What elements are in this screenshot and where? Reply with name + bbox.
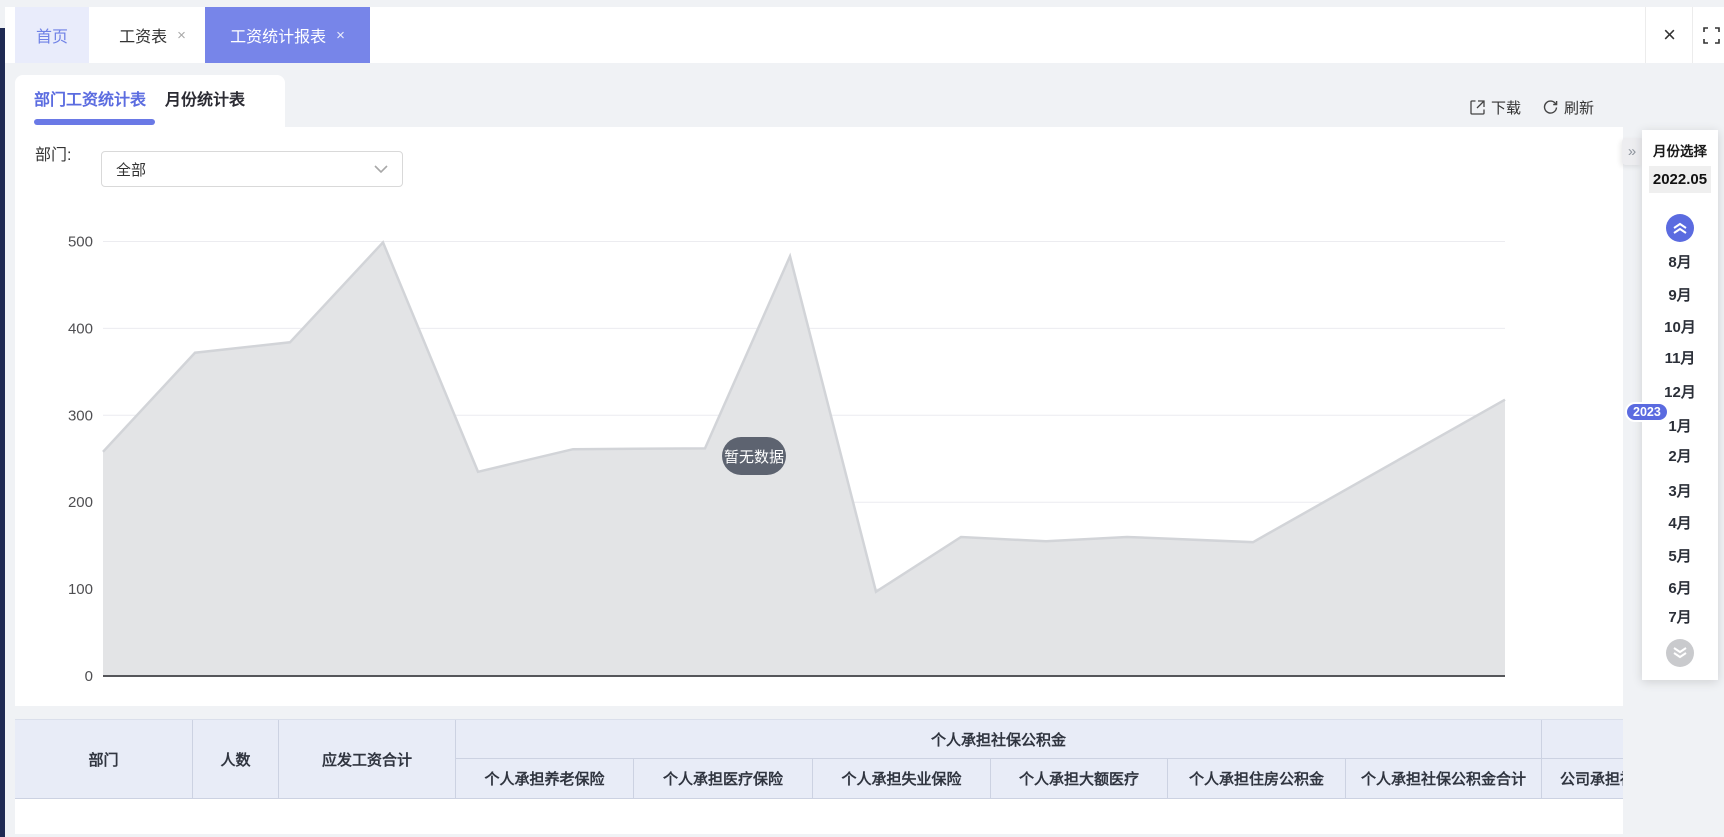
- fullscreen-icon[interactable]: [1692, 7, 1724, 63]
- subtab-department-stats[interactable]: 部门工资统计表: [34, 92, 147, 109]
- month-item[interactable]: 9月: [1668, 287, 1692, 304]
- department-filter-label: 部门:: [35, 147, 72, 164]
- download-icon: [1470, 99, 1485, 115]
- department-select[interactable]: 全部: [101, 151, 403, 187]
- scroll-down-button[interactable]: [1666, 639, 1694, 667]
- tab-report-active[interactable]: 工资统计报表 ×: [205, 7, 370, 63]
- download-label: 下载: [1491, 99, 1522, 117]
- scroll-up-button[interactable]: [1666, 214, 1694, 242]
- col-header-department: 部门: [15, 720, 193, 799]
- close-icon[interactable]: ×: [1645, 7, 1693, 63]
- month-item[interactable]: 4月: [1668, 515, 1692, 532]
- subcol-personal-total: 个人承担社保公积金合计: [1346, 759, 1542, 799]
- collapsed-sidebar-edge: [0, 28, 5, 837]
- col-header-gross-pay: 应发工资合计: [279, 720, 456, 799]
- tab-report-label: 工资统计报表: [230, 29, 327, 46]
- tab-home[interactable]: 首页: [15, 7, 89, 63]
- chevron-down-icon: [374, 165, 388, 173]
- tab-salary-label: 工资表: [119, 29, 168, 46]
- month-item[interactable]: 10月: [1664, 319, 1696, 336]
- group-header-company-clipped: [1542, 720, 1623, 759]
- area-chart: 0 100 200 300 400 500: [68, 234, 1506, 685]
- svg-text:300: 300: [68, 407, 93, 424]
- svg-text:100: 100: [68, 581, 93, 598]
- subcol-company-clipped: 公司承担社保公积金: [1542, 759, 1623, 799]
- summary-table: 部门 人数 应发工资合计 个人承担社保公积金 个人承担养老保险 个人承担医疗保险…: [15, 719, 1623, 834]
- col-header-headcount: 人数: [193, 720, 279, 799]
- month-item[interactable]: 7月: [1668, 609, 1692, 626]
- panel-collapse-button[interactable]: »: [1622, 138, 1642, 165]
- refresh-label: 刷新: [1564, 99, 1595, 117]
- month-item[interactable]: 1月: [1668, 418, 1692, 435]
- subcol-pension: 个人承担养老保险: [456, 759, 634, 799]
- no-data-tooltip: 暂无数据: [722, 437, 786, 475]
- current-month-chip[interactable]: 2022.05: [1649, 166, 1711, 193]
- year-badge: 2023: [1625, 402, 1669, 422]
- subtab-strip: 部门工资统计表 月份统计表: [15, 75, 285, 127]
- tab-home-label: 首页: [35, 29, 68, 46]
- group-header-personal: 个人承担社保公积金: [456, 720, 1542, 759]
- subcol-housing-fund: 个人承担住房公积金: [1168, 759, 1346, 799]
- svg-text:0: 0: [85, 668, 93, 685]
- svg-text:200: 200: [68, 494, 93, 511]
- subcol-medical: 个人承担医疗保险: [634, 759, 813, 799]
- subtab-month-stats[interactable]: 月份统计表: [165, 92, 246, 109]
- double-chevron-right-icon: »: [1627, 143, 1637, 160]
- month-item[interactable]: 8月: [1668, 254, 1692, 271]
- tab-salary-close-icon[interactable]: ×: [177, 26, 186, 44]
- month-item[interactable]: 6月: [1668, 580, 1692, 597]
- month-item[interactable]: 11月: [1664, 350, 1696, 367]
- subcol-unemployment: 个人承担失业保险: [813, 759, 991, 799]
- month-item[interactable]: 5月: [1668, 548, 1692, 565]
- month-picker-panel: 月份选择 2022.05 8月 9月 10月 11月 12月 1月 2月 3月 …: [1625, 130, 1718, 680]
- tab-report-close-icon[interactable]: ×: [336, 26, 345, 44]
- tab-salary[interactable]: 工资表 ×: [100, 7, 205, 63]
- refresh-icon: [1543, 99, 1558, 114]
- table-empty-row: [15, 799, 1623, 834]
- month-item[interactable]: 3月: [1668, 483, 1692, 500]
- department-chart-card: 部门: 全部 0 100 200 300 400 500 暂无数据: [15, 127, 1623, 706]
- svg-text:400: 400: [68, 320, 93, 337]
- chart-toolbar: 下载 刷新: [1470, 94, 1620, 120]
- active-subtab-underline: [34, 119, 155, 125]
- double-chevron-up-icon: [1673, 222, 1687, 234]
- department-select-value: 全部: [116, 161, 147, 179]
- month-item[interactable]: 12月: [1664, 384, 1696, 401]
- download-button[interactable]: 下载: [1470, 97, 1521, 118]
- month-panel-title: 月份选择: [1653, 144, 1707, 159]
- double-chevron-down-icon: [1673, 647, 1687, 659]
- month-item[interactable]: 2月: [1668, 448, 1692, 465]
- refresh-button[interactable]: 刷新: [1543, 97, 1594, 118]
- subcol-major-medical: 个人承担大额医疗: [991, 759, 1168, 799]
- svg-text:500: 500: [68, 234, 93, 251]
- top-tab-bar: 首页 工资表 × 工资统计报表 × ×: [5, 7, 1724, 63]
